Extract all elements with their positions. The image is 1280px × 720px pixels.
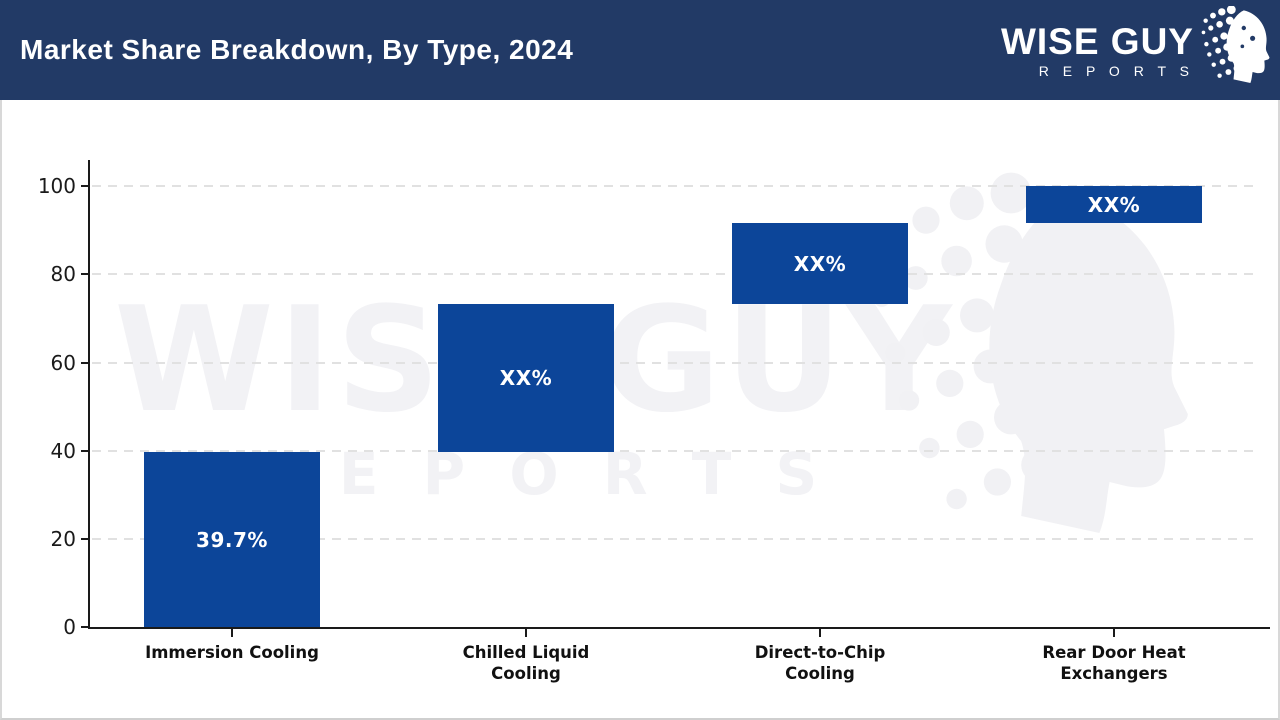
y-tick-label: 80 [50, 262, 76, 287]
brand-logo: WISE GUY R E P O R T S [1001, 6, 1272, 94]
y-tickmark-20 [81, 537, 90, 540]
y-tickmark-0 [81, 626, 90, 628]
category-label-line: Cooling [491, 664, 561, 683]
category-label-line: Rear Door Heat [1042, 643, 1186, 662]
x-axis-spine [88, 627, 1270, 629]
x-tickmark [819, 629, 821, 637]
y-tick-label: 40 [50, 438, 76, 463]
bar-segment: XX% [438, 304, 614, 453]
bar-value-label: XX% [499, 366, 553, 391]
category-label-line: Chilled Liquid [462, 643, 590, 662]
logo-wordmark-block: WISE GUY R E P O R T S [1000, 20, 1194, 79]
category-label: Rear Door Heat Exchangers [994, 642, 1234, 684]
bar-value-label: 39.7% [196, 527, 268, 552]
bar-value-label: XX% [793, 251, 847, 276]
y-tick-label: 100 [37, 174, 76, 199]
gridline-80 [92, 273, 1257, 276]
gridline-100 [92, 185, 1257, 188]
x-tickmark [1113, 629, 1115, 637]
plot-area: 0 20 40 60 80 100 39.7% Immersion Cooling XX% Chi… [2, 100, 1278, 718]
y-tickmark-60 [81, 361, 90, 364]
y-tickmark-40 [81, 449, 90, 452]
y-axis-spine [88, 160, 90, 629]
y-tick-label: 20 [50, 526, 76, 551]
bar-value-label: XX% [1087, 192, 1141, 217]
category-label-line: Exchangers [1060, 664, 1168, 683]
logo-face-icon [1201, 6, 1270, 83]
logo-wordmark: WISE GUY [1000, 20, 1194, 62]
bar-segment: 39.7% [144, 452, 320, 627]
x-tickmark [231, 629, 233, 637]
logo-subtext: R E P O R T S [1038, 62, 1194, 79]
y-tick-label: 0 [63, 615, 76, 639]
bar-segment: XX% [1026, 186, 1202, 223]
category-label: Direct-to-Chip Cooling [700, 642, 940, 684]
chart-canvas: WISE GUY R E P O R T S 0 20 40 60 80 100 39.7%… [0, 100, 1280, 720]
y-tick-label: 60 [50, 350, 76, 375]
watermark-face-icon [873, 172, 1188, 533]
y-tickmark-80 [81, 273, 90, 276]
y-tickmark-100 [81, 185, 90, 188]
page-title: Market Share Breakdown, By Type, 2024 [20, 34, 574, 65]
gridline-60 [92, 361, 1257, 364]
bar-segment: XX% [732, 222, 908, 305]
category-label: Immersion Cooling [112, 642, 352, 663]
gridline-40 [92, 449, 1257, 452]
category-label-line: Direct-to-Chip [754, 643, 886, 662]
category-label-line: Cooling [785, 664, 855, 683]
category-label-line: Immersion Cooling [145, 643, 319, 662]
header-bar: Market Share Breakdown, By Type, 2024 WI… [0, 0, 1280, 100]
gridline-20 [92, 537, 1257, 540]
category-label: Chilled Liquid Cooling [406, 642, 646, 684]
x-tickmark [525, 629, 527, 637]
